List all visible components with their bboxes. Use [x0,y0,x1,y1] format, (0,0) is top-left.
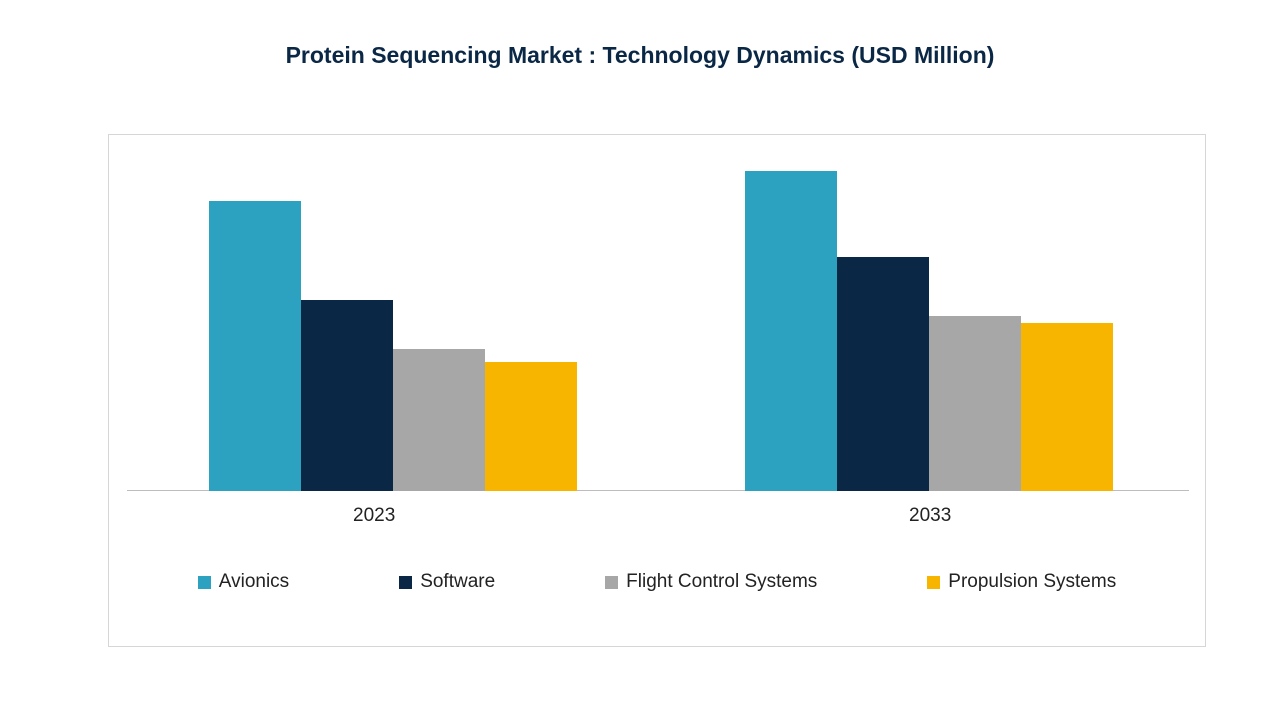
legend-item-software: Software [399,571,495,593]
legend-label-fcs: Flight Control Systems [626,571,817,593]
x-label-2023: 2023 [353,505,395,527]
title-main: Technology Dynamics (USD Million) [603,42,995,68]
legend-label-software: Software [420,571,495,593]
title-prefix: Protein Sequencing Market : [286,42,603,68]
bar-2023-avionics [209,201,301,491]
chart-frame: 2023 2033 Avionics Software Flight Contr… [108,134,1206,647]
legend-item-propulsion: Propulsion Systems [927,571,1116,593]
bar-2033-fcs [929,316,1021,491]
bar-2033-software [837,257,929,491]
swatch-avionics [198,576,211,589]
legend-item-avionics: Avionics [198,571,289,593]
plot-area [127,171,1189,491]
bar-cluster-2023 [209,201,577,491]
swatch-fcs [605,576,618,589]
bar-2033-avionics [745,171,837,491]
legend: Avionics Software Flight Control Systems… [109,571,1205,593]
bar-2023-fcs [393,349,485,491]
swatch-propulsion [927,576,940,589]
legend-item-fcs: Flight Control Systems [605,571,817,593]
legend-label-avionics: Avionics [219,571,289,593]
x-label-2033: 2033 [909,505,951,527]
bar-cluster-2033 [745,171,1113,491]
legend-label-propulsion: Propulsion Systems [948,571,1116,593]
bar-2023-propulsion [485,362,577,491]
bar-2023-software [301,300,393,491]
swatch-software [399,576,412,589]
bar-2033-propulsion [1021,323,1113,491]
chart-title: Protein Sequencing Market : Technology D… [0,42,1280,69]
